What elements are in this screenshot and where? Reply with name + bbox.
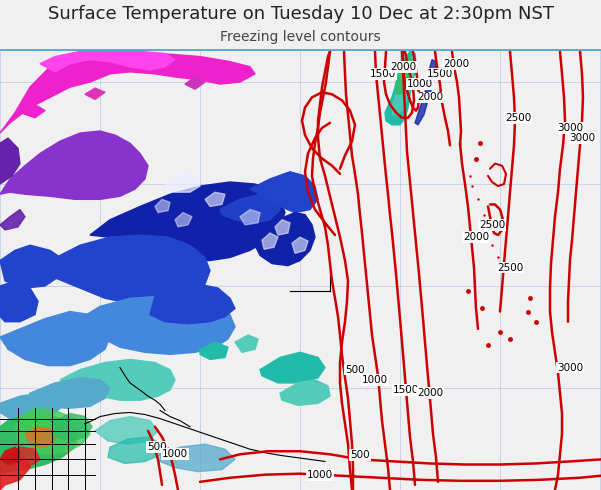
Text: 2000: 2000 [463, 232, 489, 242]
Text: 1000: 1000 [407, 79, 433, 89]
Polygon shape [255, 213, 315, 266]
Text: 2500: 2500 [497, 263, 523, 272]
Polygon shape [0, 51, 255, 133]
Polygon shape [400, 60, 410, 82]
Text: 2500: 2500 [479, 220, 505, 230]
Polygon shape [240, 210, 260, 225]
Polygon shape [15, 408, 90, 454]
Polygon shape [292, 237, 308, 253]
Polygon shape [260, 352, 325, 383]
Text: 2000: 2000 [417, 388, 443, 398]
Polygon shape [0, 210, 25, 230]
Polygon shape [275, 220, 290, 235]
Polygon shape [185, 77, 205, 89]
Polygon shape [25, 427, 55, 447]
Polygon shape [0, 138, 20, 184]
Text: Surface Temperature on Tuesday 10 Dec at 2:30pm NST: Surface Temperature on Tuesday 10 Dec at… [47, 5, 554, 24]
Polygon shape [80, 296, 235, 354]
Polygon shape [0, 245, 65, 288]
Text: 1500: 1500 [393, 385, 419, 395]
Polygon shape [85, 88, 105, 99]
Polygon shape [0, 454, 30, 490]
Text: 500: 500 [350, 450, 370, 460]
Text: 1500: 1500 [427, 69, 453, 79]
Polygon shape [415, 60, 436, 125]
Text: 3000: 3000 [557, 363, 583, 372]
Polygon shape [0, 447, 20, 465]
Polygon shape [160, 444, 235, 472]
Text: 1500: 1500 [370, 69, 396, 79]
Polygon shape [262, 233, 278, 249]
Polygon shape [235, 335, 258, 352]
Polygon shape [175, 213, 192, 227]
Polygon shape [280, 380, 330, 405]
Polygon shape [55, 414, 92, 441]
Polygon shape [108, 437, 162, 464]
Polygon shape [28, 378, 110, 408]
Polygon shape [0, 312, 110, 366]
Polygon shape [60, 360, 175, 400]
Text: 2500: 2500 [505, 113, 531, 122]
Text: 2000: 2000 [443, 59, 469, 69]
Polygon shape [40, 51, 175, 72]
Polygon shape [0, 281, 38, 322]
Polygon shape [396, 56, 412, 94]
Polygon shape [95, 416, 158, 444]
Text: 3000: 3000 [569, 133, 595, 143]
Polygon shape [20, 104, 45, 118]
Text: 500: 500 [345, 365, 365, 375]
Polygon shape [200, 342, 228, 360]
Polygon shape [8, 447, 40, 467]
Polygon shape [30, 235, 210, 304]
Polygon shape [220, 194, 280, 223]
Text: 2000: 2000 [390, 62, 416, 72]
Polygon shape [392, 56, 415, 115]
Text: 500: 500 [147, 442, 167, 452]
Polygon shape [250, 172, 318, 213]
Polygon shape [205, 192, 225, 206]
Polygon shape [150, 284, 235, 324]
Polygon shape [155, 199, 170, 213]
Polygon shape [385, 51, 416, 125]
Polygon shape [0, 131, 148, 199]
Text: Freezing level contours: Freezing level contours [220, 30, 381, 44]
Text: 2000: 2000 [417, 92, 443, 102]
Text: 1000: 1000 [307, 470, 333, 480]
Polygon shape [165, 172, 200, 192]
Polygon shape [0, 393, 60, 420]
Text: 3000: 3000 [557, 123, 583, 133]
Polygon shape [90, 182, 285, 261]
Text: 1000: 1000 [162, 449, 188, 459]
Text: 1000: 1000 [362, 375, 388, 385]
Polygon shape [0, 414, 78, 490]
